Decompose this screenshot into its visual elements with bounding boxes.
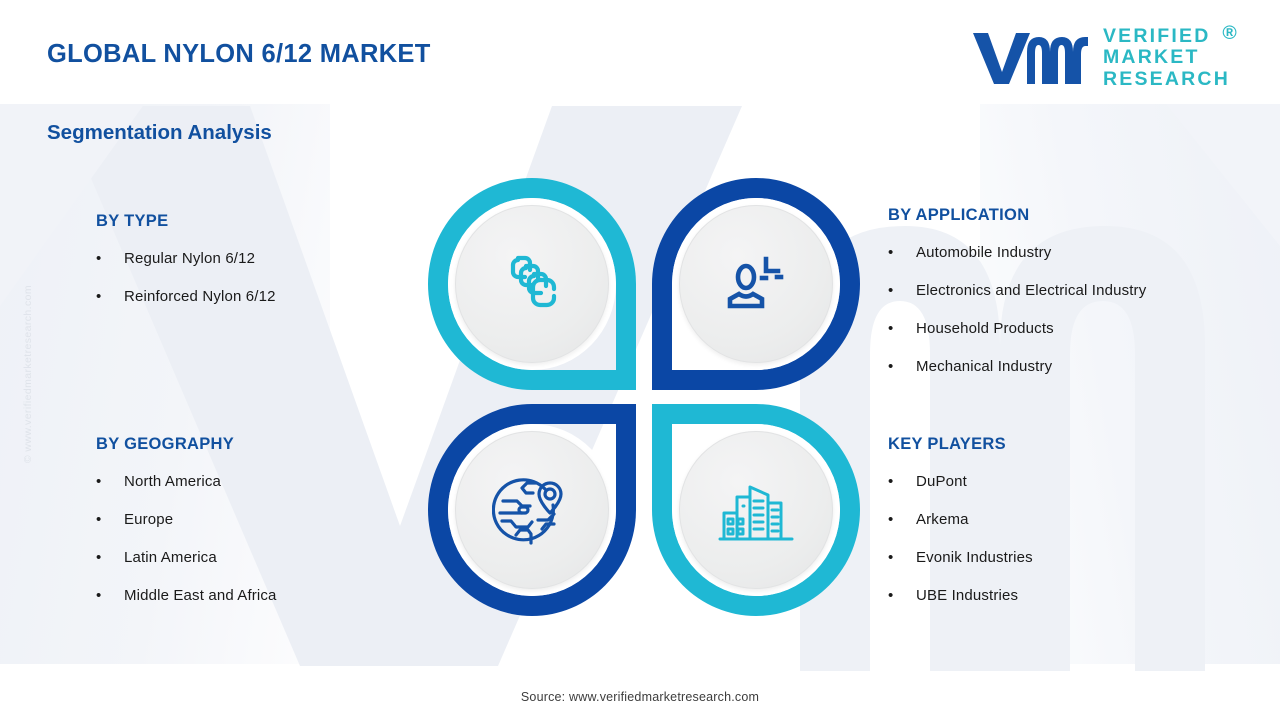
bullet-icon: •	[96, 473, 102, 490]
logo-line-research: RESEARCH	[1102, 67, 1230, 90]
segment-list-by-geography: • North America • Europe • Latin America…	[96, 473, 426, 604]
globe-location-pin-icon	[492, 478, 563, 545]
list-item-label: UBE Industries	[916, 587, 1019, 604]
logo-line-market: MARKET	[1102, 46, 1200, 69]
bullet-icon: •	[96, 587, 102, 604]
segment-by-type: BY TYPE • Regular Nylon 6/12 • Reinforce…	[96, 212, 426, 305]
quadrant-disc	[455, 431, 609, 589]
list-item: • Latin America	[96, 549, 426, 566]
quadrant-by-type	[428, 178, 636, 390]
segment-list-key-players: • DuPont • Arkema • Evonik Industries • …	[888, 473, 1248, 604]
list-item: • Europe	[96, 511, 426, 528]
quadrant-disc	[455, 205, 609, 363]
bullet-icon: •	[888, 549, 894, 566]
quadrant-disc	[679, 205, 833, 363]
bullet-icon: •	[96, 250, 102, 267]
source-footer: Source: www.verifiedmarketresearch.com	[520, 690, 760, 704]
list-item: • North America	[96, 473, 426, 490]
list-item-label: Arkema	[916, 511, 969, 528]
list-item: • Mechanical Industry	[888, 358, 1248, 375]
bullet-icon: •	[888, 473, 894, 490]
bullet-icon: •	[888, 320, 894, 337]
vmr-logo: VERIFIED MARKET RESEARCH ®	[971, 22, 1237, 90]
segment-heading-key-players: KEY PLAYERS	[888, 435, 1006, 453]
vmr-logo-mark-icon	[972, 33, 1088, 84]
list-item-label: Middle East and Africa	[124, 587, 277, 604]
quadrant-key-players	[652, 404, 860, 616]
bullet-icon: •	[888, 282, 894, 299]
list-item-label: Automobile Industry	[916, 244, 1052, 261]
list-item: • Automobile Industry	[888, 244, 1248, 261]
list-item-label: Electronics and Electrical Industry	[916, 282, 1147, 299]
list-item-label: DuPont	[916, 473, 967, 490]
list-item-label: Latin America	[124, 549, 217, 566]
list-item-label: Regular Nylon 6/12	[124, 250, 256, 267]
bullet-icon: •	[96, 549, 102, 566]
bullet-icon: •	[888, 244, 894, 261]
list-item: • Regular Nylon 6/12	[96, 250, 426, 267]
bullet-icon: •	[888, 511, 894, 528]
segment-list-by-application: • Automobile Industry • Electronics and …	[888, 244, 1248, 375]
segment-key-players: KEY PLAYERS • DuPont • Arkema • Evonik I…	[888, 435, 1248, 604]
list-item-label: Mechanical Industry	[916, 358, 1053, 375]
stacked-layers-icon	[510, 255, 557, 308]
list-item: • Middle East and Africa	[96, 587, 426, 604]
logo-wordmark: VERIFIED MARKET RESEARCH ®	[1102, 22, 1237, 90]
segment-by-geography: BY GEOGRAPHY • North America • Europe • …	[96, 435, 426, 604]
city-buildings-icon	[718, 485, 794, 541]
list-item-label: Europe	[124, 511, 174, 528]
quadrant-by-geography	[428, 404, 636, 616]
bullet-icon: •	[888, 358, 894, 375]
subtitle: Segmentation Analysis	[47, 121, 272, 144]
bullet-icon: •	[96, 511, 102, 528]
page-title: GLOBAL NYLON 6/12 MARKET	[47, 40, 431, 68]
logo-line-verified: VERIFIED	[1102, 25, 1211, 48]
quadrant-by-application	[652, 178, 860, 390]
list-item: • UBE Industries	[888, 587, 1248, 604]
bullet-icon: •	[96, 288, 102, 305]
segment-heading-by-type: BY TYPE	[96, 212, 169, 230]
user-person-icon	[727, 256, 784, 309]
registered-trademark-icon: ®	[1222, 22, 1239, 45]
list-item-label: Household Products	[916, 320, 1054, 337]
bullet-icon: •	[888, 587, 894, 604]
list-item-label: North America	[124, 473, 221, 490]
list-item-label: Reinforced Nylon 6/12	[124, 288, 276, 305]
segment-by-application: BY APPLICATION • Automobile Industry • E…	[888, 206, 1248, 375]
segment-list-by-type: • Regular Nylon 6/12 • Reinforced Nylon …	[96, 250, 426, 305]
list-item: • Household Products	[888, 320, 1248, 337]
list-item: • Reinforced Nylon 6/12	[96, 288, 426, 305]
list-item: • DuPont	[888, 473, 1248, 490]
segment-heading-by-geography: BY GEOGRAPHY	[96, 435, 235, 453]
list-item: • Arkema	[888, 511, 1248, 528]
list-item: • Evonik Industries	[888, 549, 1248, 566]
segment-heading-by-application: BY APPLICATION	[888, 206, 1030, 224]
quadrant-graphic	[428, 178, 860, 616]
quadrant-disc	[679, 431, 833, 589]
list-item-label: Evonik Industries	[916, 549, 1033, 566]
list-item: • Electronics and Electrical Industry	[888, 282, 1248, 299]
side-watermark: © www.verifiedmarketresearch.com	[22, 285, 34, 464]
